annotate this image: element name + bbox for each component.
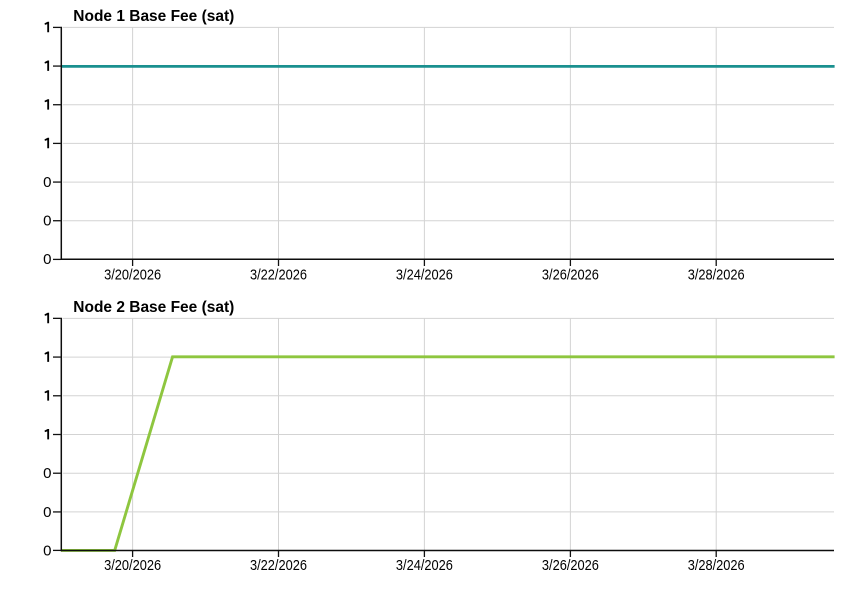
svg-text:0: 0	[43, 465, 51, 482]
svg-text:3/26/2026: 3/26/2026	[542, 557, 599, 574]
svg-text:0: 0	[43, 213, 51, 230]
svg-text:3/22/2026: 3/22/2026	[250, 557, 307, 574]
svg-text:3/22/2026: 3/22/2026	[250, 266, 307, 283]
svg-text:3/20/2026: 3/20/2026	[104, 557, 161, 574]
svg-text:3/24/2026: 3/24/2026	[396, 557, 453, 574]
svg-text:3/20/2026: 3/20/2026	[104, 266, 161, 283]
svg-text:Node 1 Base Fee (sat): Node 1 Base Fee (sat)	[73, 8, 234, 25]
svg-text:0: 0	[43, 543, 51, 560]
svg-text:3/24/2026: 3/24/2026	[396, 266, 453, 283]
svg-text:3/26/2026: 3/26/2026	[542, 266, 599, 283]
svg-text:0: 0	[43, 251, 51, 268]
svg-text:0: 0	[43, 504, 51, 521]
svg-text:0: 0	[43, 174, 51, 191]
svg-text:Node 2 Base Fee (sat): Node 2 Base Fee (sat)	[73, 299, 234, 316]
svg-text:3/28/2026: 3/28/2026	[688, 557, 745, 574]
svg-text:3/28/2026: 3/28/2026	[688, 266, 745, 283]
